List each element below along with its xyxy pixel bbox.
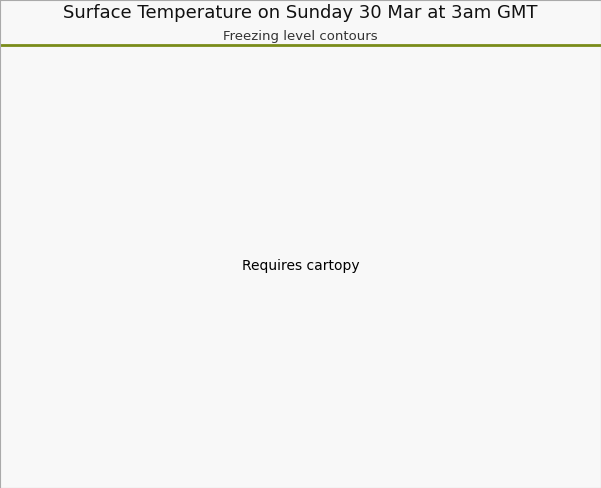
Text: Requires cartopy: Requires cartopy [242,260,359,273]
Text: Freezing level contours: Freezing level contours [223,30,378,43]
Text: Surface Temperature on Sunday 30 Mar at 3am GMT: Surface Temperature on Sunday 30 Mar at … [63,4,538,22]
